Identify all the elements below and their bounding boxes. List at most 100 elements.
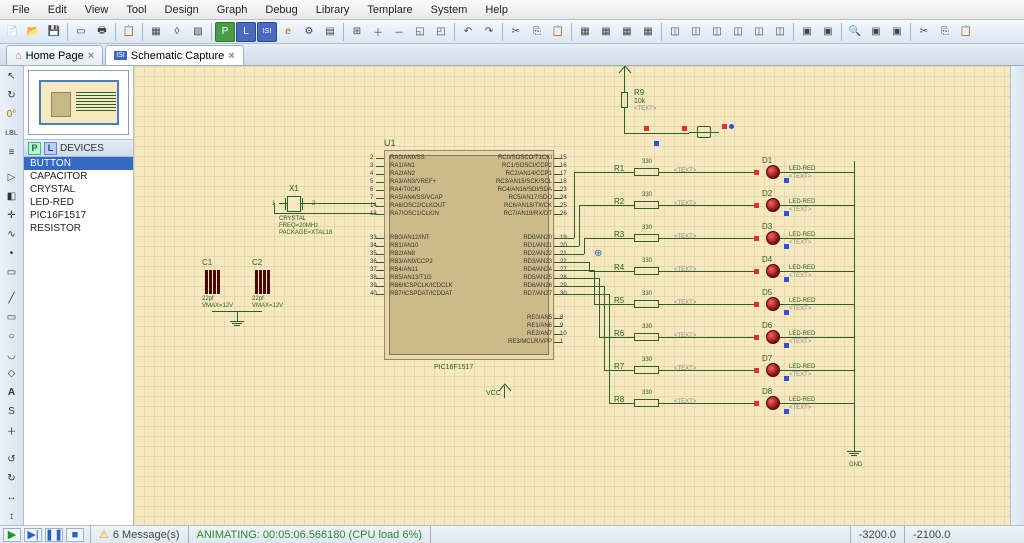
tool-circle[interactable]: ○: [2, 328, 22, 345]
right-scrollbar[interactable]: [1010, 66, 1024, 525]
led[interactable]: [766, 198, 780, 212]
tb-pst2[interactable]: 📋: [956, 22, 976, 42]
led[interactable]: [766, 231, 780, 245]
led[interactable]: [766, 165, 780, 179]
tb-t1[interactable]: ▣: [797, 22, 817, 42]
tool-gen[interactable]: ∿: [2, 226, 22, 243]
tab-schematic-close[interactable]: ×: [228, 50, 234, 62]
tb-zoomext[interactable]: ⊞: [347, 22, 367, 42]
tb-g3[interactable]: ◫: [707, 22, 727, 42]
tool-rot-cw[interactable]: ↻: [2, 470, 22, 487]
menu-debug[interactable]: Debug: [257, 2, 305, 18]
menu-edit[interactable]: Edit: [40, 2, 75, 18]
tb-e[interactable]: e: [278, 22, 298, 42]
tb-db[interactable]: ▦: [146, 22, 166, 42]
tb-g6[interactable]: ◫: [770, 22, 790, 42]
tb-area[interactable]: ▭: [71, 22, 91, 42]
resistor[interactable]: [624, 201, 669, 211]
tb-paste2[interactable]: 📋: [548, 22, 568, 42]
tb-g5[interactable]: ◫: [749, 22, 769, 42]
tb-p[interactable]: P: [215, 22, 235, 42]
led[interactable]: [766, 264, 780, 278]
tb-b3[interactable]: ▦: [617, 22, 637, 42]
tb-b4[interactable]: ▦: [638, 22, 658, 42]
tb-zoomout[interactable]: －: [389, 22, 409, 42]
device-item[interactable]: RESISTOR: [24, 222, 133, 235]
menu-tool[interactable]: Tool: [118, 2, 154, 18]
tool-mirror-v[interactable]: ↕: [2, 508, 22, 525]
menu-view[interactable]: View: [77, 2, 117, 18]
tool-refresh[interactable]: ↻: [2, 87, 22, 104]
led[interactable]: [766, 396, 780, 410]
tb-undo[interactable]: ↶: [458, 22, 478, 42]
tool-symbol[interactable]: S: [2, 403, 22, 420]
tool-plus[interactable]: ＋: [2, 422, 22, 439]
tb-cfg[interactable]: ⚙: [299, 22, 319, 42]
tb-cpy2[interactable]: ⎘: [935, 22, 955, 42]
tb-g2[interactable]: ◫: [686, 22, 706, 42]
led[interactable]: [766, 330, 780, 344]
tb-b1[interactable]: ▦: [575, 22, 595, 42]
device-item[interactable]: BUTTON: [24, 157, 133, 170]
tb-open[interactable]: 📂: [23, 22, 43, 42]
device-list[interactable]: BUTTON CAPACITOR CRYSTAL LED-RED PIC16F1…: [24, 157, 133, 525]
tb-zoomin[interactable]: ＋: [368, 22, 388, 42]
device-item[interactable]: CAPACITOR: [24, 170, 133, 183]
resistor[interactable]: [624, 333, 669, 343]
tool-gate[interactable]: ▷: [2, 170, 22, 187]
tool-line[interactable]: ╱: [2, 290, 22, 307]
menu-file[interactable]: File: [4, 2, 38, 18]
menu-library[interactable]: Library: [308, 2, 358, 18]
tool-select[interactable]: ↖: [2, 68, 22, 85]
tb-t3[interactable]: ▣: [866, 22, 886, 42]
play-button[interactable]: ▶: [3, 528, 21, 542]
tool-junction[interactable]: ✛: [2, 207, 22, 224]
tb-isi[interactable]: ISI: [257, 22, 277, 42]
tb-zoomall[interactable]: ◱: [410, 22, 430, 42]
tool-rotate[interactable]: 0°: [2, 106, 22, 123]
resistor[interactable]: [624, 267, 669, 277]
tool-comp[interactable]: ◧: [2, 188, 22, 205]
tb-t2[interactable]: ▣: [818, 22, 838, 42]
tb-copy[interactable]: ⎘: [527, 22, 547, 42]
pick-button[interactable]: P: [28, 142, 41, 155]
led[interactable]: [766, 363, 780, 377]
device-item[interactable]: CRYSTAL: [24, 183, 133, 196]
tb-redo[interactable]: ↷: [479, 22, 499, 42]
tool-closed[interactable]: ◇: [2, 366, 22, 383]
device-item[interactable]: PIC16F1517: [24, 209, 133, 222]
resistor[interactable]: [624, 399, 669, 409]
tool-term[interactable]: ≡: [2, 144, 22, 161]
crystal[interactable]: [279, 196, 309, 212]
menu-template[interactable]: Templare: [359, 2, 420, 18]
tb-cut2[interactable]: ✂: [914, 22, 934, 42]
tb-print[interactable]: 🖶: [92, 22, 112, 42]
menu-system[interactable]: System: [423, 2, 476, 18]
tb-cut[interactable]: ✂: [506, 22, 526, 42]
resistor[interactable]: [624, 366, 669, 376]
menu-graph[interactable]: Graph: [209, 2, 256, 18]
resistor[interactable]: [624, 168, 669, 178]
tool-tape[interactable]: ▭: [2, 264, 22, 281]
tb-new[interactable]: 📄: [2, 22, 22, 42]
tb-b2[interactable]: ▦: [596, 22, 616, 42]
menu-design[interactable]: Design: [157, 2, 207, 18]
tb-sim[interactable]: ▤: [320, 22, 340, 42]
resistor[interactable]: [624, 300, 669, 310]
tab-home-close[interactable]: ×: [88, 50, 94, 62]
cap-c2[interactable]: [252, 270, 272, 294]
tab-schematic[interactable]: ISI Schematic Capture ×: [105, 45, 244, 65]
tb-g1[interactable]: ◫: [665, 22, 685, 42]
tb-find[interactable]: 🔍: [845, 22, 865, 42]
schematic-canvas[interactable]: U1 PIC16F1517 2RA0/AN0/SS3RA1/AN14RA2/AN…: [134, 66, 1010, 525]
tool-rot-ccw[interactable]: ↺: [2, 452, 22, 469]
pause-button[interactable]: ❚❚: [45, 528, 63, 542]
tab-home[interactable]: ⌂ Home Page ×: [6, 45, 103, 65]
tb-paste[interactable]: 📋: [119, 22, 139, 42]
tool-mirror-h[interactable]: ↔: [2, 489, 22, 506]
step-button[interactable]: ▶|: [24, 528, 42, 542]
tb-t4[interactable]: ▣: [887, 22, 907, 42]
overview-panel[interactable]: [28, 70, 129, 135]
button-sw[interactable]: [689, 126, 719, 140]
tool-text[interactable]: A: [2, 384, 22, 401]
